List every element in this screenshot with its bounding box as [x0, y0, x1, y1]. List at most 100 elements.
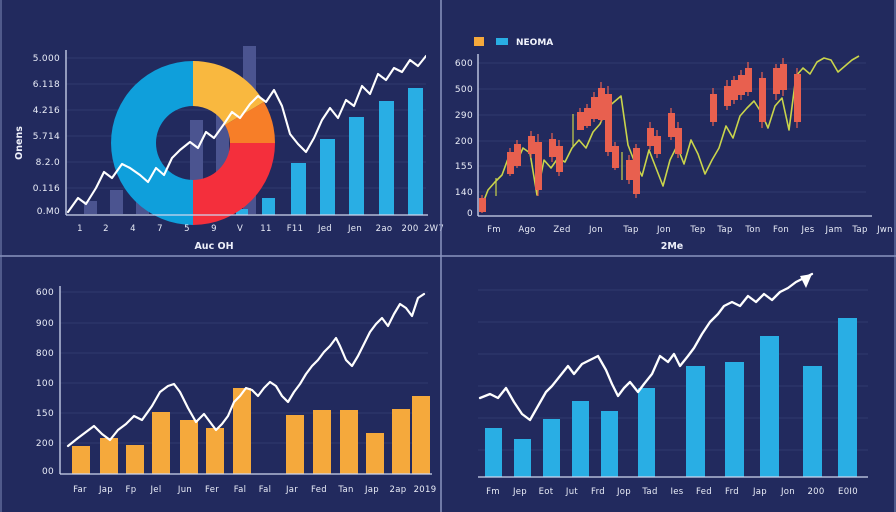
bar[interactable] [838, 318, 857, 477]
bar[interactable] [638, 388, 655, 477]
candle[interactable] [738, 70, 745, 100]
candle[interactable] [535, 134, 542, 196]
bar[interactable] [313, 410, 331, 474]
x-tick: 5 [184, 224, 190, 234]
candle[interactable] [794, 68, 801, 128]
chart-bottom-right[interactable]: Fm Jep Eot Jut Frd Jop Tad Ies Fed Frd J… [448, 256, 896, 512]
bar[interactable] [126, 445, 144, 474]
donut-chart-top-left[interactable] [111, 61, 275, 225]
candle[interactable] [584, 104, 591, 128]
bar[interactable] [379, 101, 394, 215]
bar[interactable] [262, 198, 275, 215]
bar[interactable] [152, 412, 170, 474]
x-tick: Tan [337, 485, 353, 495]
legend-swatch-blue[interactable] [496, 38, 508, 45]
candle[interactable] [626, 155, 633, 184]
bar[interactable] [286, 415, 304, 474]
x-tick: Ies [670, 487, 683, 497]
bar[interactable] [233, 388, 251, 474]
bar[interactable] [686, 366, 705, 477]
x-tick: Frd [591, 487, 605, 497]
candle[interactable] [759, 72, 766, 128]
candle[interactable] [647, 122, 654, 150]
candle[interactable] [780, 58, 787, 96]
x-tick: Jen [347, 224, 362, 234]
bar[interactable] [514, 439, 531, 477]
bar[interactable] [206, 428, 224, 474]
candle[interactable] [479, 195, 486, 213]
candle[interactable] [598, 82, 605, 122]
bar[interactable] [320, 139, 335, 215]
x-tick: Frd [725, 487, 739, 497]
x-tick: Ago [518, 225, 535, 235]
candle[interactable] [731, 76, 738, 104]
candle[interactable] [591, 92, 598, 122]
bar[interactable] [412, 396, 430, 474]
bar[interactable] [291, 163, 306, 215]
bar[interactable] [110, 190, 123, 214]
bar[interactable] [485, 428, 502, 477]
bar[interactable] [803, 366, 822, 477]
panel-bottom-right[interactable]: Fm Jep Eot Jut Frd Jop Tad Ies Fed Frd J… [448, 256, 896, 512]
bar[interactable] [72, 446, 90, 474]
bar-series-bottom-right[interactable] [485, 318, 857, 477]
candle[interactable] [528, 131, 535, 158]
donut-segment-orange[interactable] [225, 102, 275, 143]
bar[interactable] [100, 438, 118, 474]
bar[interactable] [408, 88, 423, 215]
candle[interactable] [612, 142, 619, 170]
x-tick: 2ap [390, 485, 407, 495]
candle[interactable] [745, 62, 752, 96]
candlestick-series[interactable] [479, 58, 801, 213]
bar-series-bottom-left[interactable] [72, 388, 430, 474]
x-tick: Jam [825, 225, 843, 235]
bar[interactable] [760, 336, 779, 477]
y-tick: 800 [36, 349, 54, 359]
candle[interactable] [654, 130, 661, 158]
x-tick: Ton [744, 225, 760, 235]
x-tick: Jun [177, 485, 192, 495]
candle[interactable] [514, 140, 521, 168]
legend-swatch-orange[interactable] [474, 37, 484, 46]
candle[interactable] [605, 86, 612, 156]
bar[interactable] [725, 362, 744, 477]
chart-bottom-left[interactable]: 600 900 800 100 150 200 00 Far Jap Fp Je… [0, 256, 448, 512]
bar[interactable] [601, 411, 618, 477]
bar[interactable] [236, 209, 248, 215]
candle[interactable] [675, 122, 682, 158]
candle[interactable] [773, 64, 780, 100]
bar[interactable] [572, 401, 589, 477]
panel-top-left[interactable]: 5.000 6.118 4.216 5.714 8.2.0 0.116 0.M0… [0, 0, 448, 256]
x-tick: Fed [696, 487, 712, 497]
edge-left [0, 0, 2, 512]
bar[interactable] [180, 420, 198, 474]
chart-top-right[interactable]: NEOMA [448, 0, 896, 256]
bar[interactable] [349, 117, 364, 215]
chart-top-left[interactable]: 5.000 6.118 4.216 5.714 8.2.0 0.116 0.M0… [0, 0, 448, 256]
candle[interactable] [724, 80, 731, 110]
bar[interactable] [366, 433, 384, 474]
candle[interactable] [507, 148, 514, 176]
candle[interactable] [549, 133, 556, 162]
panel-bottom-left[interactable]: 600 900 800 100 150 200 00 Far Jap Fp Je… [0, 256, 448, 512]
donut-segment-red[interactable] [193, 143, 275, 225]
y-tick-labels-top-right: 600 500 290 200 155 140 0 [455, 59, 473, 219]
x-tick: Jut [565, 487, 578, 497]
x-tick: Fed [311, 485, 327, 495]
x-tick: 2ao [376, 224, 393, 234]
candle[interactable] [577, 108, 584, 130]
candle[interactable] [668, 108, 675, 140]
panel-top-right[interactable]: NEOMA [448, 0, 896, 256]
x-tick: 7 [157, 224, 163, 234]
y-tick-labels-bottom-left: 600 900 800 100 150 200 00 [36, 288, 54, 477]
bar[interactable] [84, 201, 97, 214]
bar[interactable] [340, 410, 358, 474]
y-tick: 00 [42, 467, 54, 477]
legend-top-right[interactable]: NEOMA [474, 37, 553, 48]
bar[interactable] [543, 419, 560, 477]
bar[interactable] [392, 409, 410, 474]
candle[interactable] [710, 88, 717, 126]
candle[interactable] [556, 140, 563, 176]
donut-segment-blue[interactable] [111, 61, 193, 225]
candle[interactable] [633, 144, 640, 198]
